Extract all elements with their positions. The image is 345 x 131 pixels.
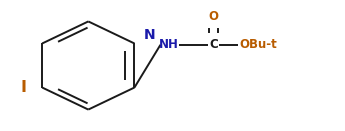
- Text: I: I: [20, 80, 26, 95]
- Text: O: O: [209, 10, 219, 23]
- Text: N: N: [144, 28, 156, 42]
- Text: OBu-t: OBu-t: [239, 38, 277, 51]
- Text: NH: NH: [159, 38, 179, 51]
- Text: C: C: [209, 38, 218, 51]
